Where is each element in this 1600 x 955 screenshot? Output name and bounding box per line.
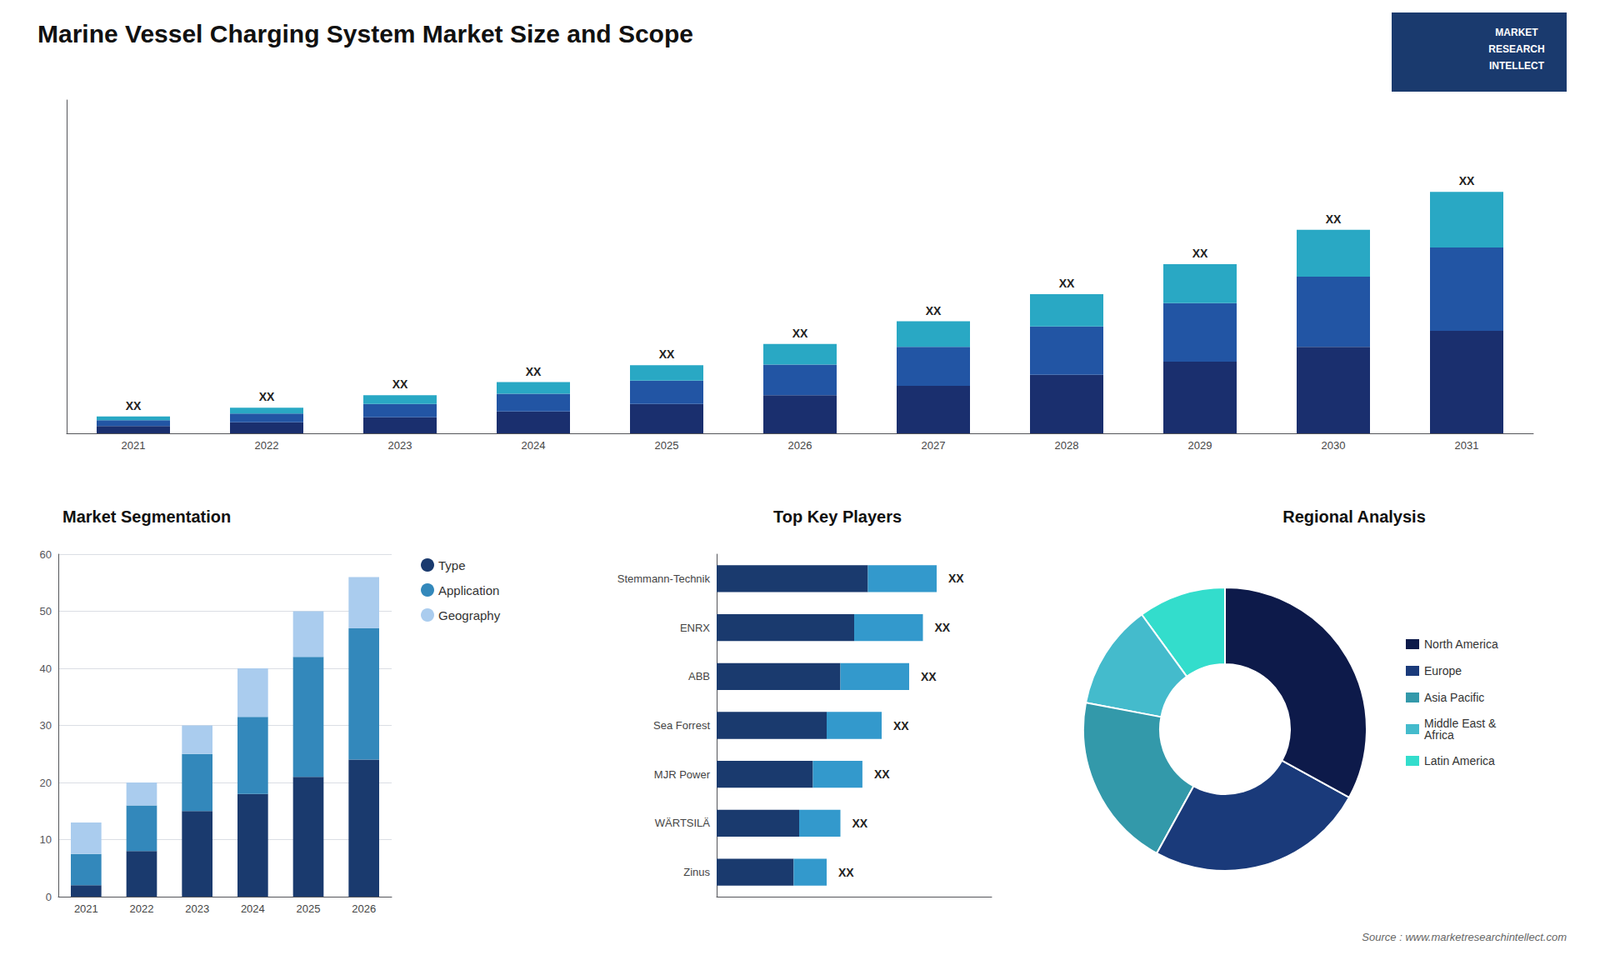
svg-text:2023: 2023 xyxy=(185,902,210,915)
svg-text:XX: XX xyxy=(1325,212,1342,226)
svg-text:Stemmann-Technik: Stemmann-Technik xyxy=(617,572,711,585)
svg-text:Application: Application xyxy=(438,583,500,598)
svg-text:MARKET: MARKET xyxy=(1495,26,1539,39)
svg-text:2026: 2026 xyxy=(788,439,813,452)
svg-text:2025: 2025 xyxy=(655,439,680,452)
svg-text:Regional Analysis: Regional Analysis xyxy=(1282,507,1426,526)
svg-text:2029: 2029 xyxy=(1188,439,1213,452)
svg-text:INTELLECT: INTELLECT xyxy=(1489,60,1545,72)
svg-text:XX: XX xyxy=(948,571,965,585)
svg-text:Latin America: Latin America xyxy=(1424,754,1495,768)
svg-text:Source : www.marketresearchint: Source : www.marketresearchintellect.com xyxy=(1361,930,1567,944)
svg-text:ABB: ABB xyxy=(688,670,710,683)
svg-text:50: 50 xyxy=(40,605,52,618)
svg-text:Europe: Europe xyxy=(1424,664,1462,678)
svg-text:Type: Type xyxy=(438,558,466,573)
svg-text:XX: XX xyxy=(852,816,869,830)
svg-text:XX: XX xyxy=(874,767,890,781)
svg-text:XX: XX xyxy=(1059,276,1075,290)
svg-text:XX: XX xyxy=(935,620,951,635)
svg-text:XX: XX xyxy=(392,377,409,391)
svg-text:2023: 2023 xyxy=(388,439,413,452)
svg-text:XX: XX xyxy=(125,399,142,413)
svg-text:XX: XX xyxy=(659,347,675,361)
svg-text:RESEARCH: RESEARCH xyxy=(1488,43,1545,55)
svg-text:XX: XX xyxy=(838,865,855,880)
svg-text:Marine Vessel Charging System: Marine Vessel Charging System Market Siz… xyxy=(37,20,694,48)
svg-text:2021: 2021 xyxy=(121,439,146,452)
svg-text:40: 40 xyxy=(40,662,52,675)
svg-text:2030: 2030 xyxy=(1321,439,1346,452)
svg-text:ENRX: ENRX xyxy=(680,621,710,635)
svg-text:20: 20 xyxy=(40,776,52,790)
svg-text:XX: XX xyxy=(792,326,809,340)
svg-text:30: 30 xyxy=(40,719,52,732)
svg-text:XX: XX xyxy=(1459,174,1475,188)
svg-text:Middle East &: Middle East & xyxy=(1424,716,1497,730)
svg-text:2022: 2022 xyxy=(130,902,155,915)
svg-text:2028: 2028 xyxy=(1055,439,1080,452)
svg-text:10: 10 xyxy=(40,833,52,846)
svg-text:Zinus: Zinus xyxy=(683,865,710,879)
svg-text:Market Segmentation: Market Segmentation xyxy=(62,507,231,526)
svg-text:2027: 2027 xyxy=(921,439,946,452)
svg-text:2021: 2021 xyxy=(74,902,99,915)
svg-text:MJR Power: MJR Power xyxy=(654,768,711,781)
svg-text:XX: XX xyxy=(259,390,275,404)
svg-text:2024: 2024 xyxy=(521,439,546,452)
svg-text:Sea Forrest: Sea Forrest xyxy=(653,719,710,732)
svg-text:Africa: Africa xyxy=(1424,728,1455,742)
svg-text:XX: XX xyxy=(525,365,542,379)
svg-text:Top Key Players: Top Key Players xyxy=(773,507,902,526)
svg-text:Geography: Geography xyxy=(438,608,501,623)
svg-text:60: 60 xyxy=(40,548,52,561)
svg-text:WÄRTSILÄ: WÄRTSILÄ xyxy=(655,816,711,830)
svg-text:XX: XX xyxy=(920,670,937,684)
svg-text:2024: 2024 xyxy=(240,902,265,915)
svg-text:2022: 2022 xyxy=(255,439,280,452)
svg-text:XX: XX xyxy=(925,304,942,318)
svg-text:Asia Pacific: Asia Pacific xyxy=(1424,690,1485,705)
svg-text:2025: 2025 xyxy=(296,902,321,915)
svg-text:XX: XX xyxy=(893,719,910,733)
svg-text:0: 0 xyxy=(45,890,52,904)
svg-text:North America: North America xyxy=(1424,637,1499,651)
svg-text:XX: XX xyxy=(1192,246,1209,260)
svg-text:2026: 2026 xyxy=(351,902,376,915)
svg-text:2031: 2031 xyxy=(1455,439,1480,452)
